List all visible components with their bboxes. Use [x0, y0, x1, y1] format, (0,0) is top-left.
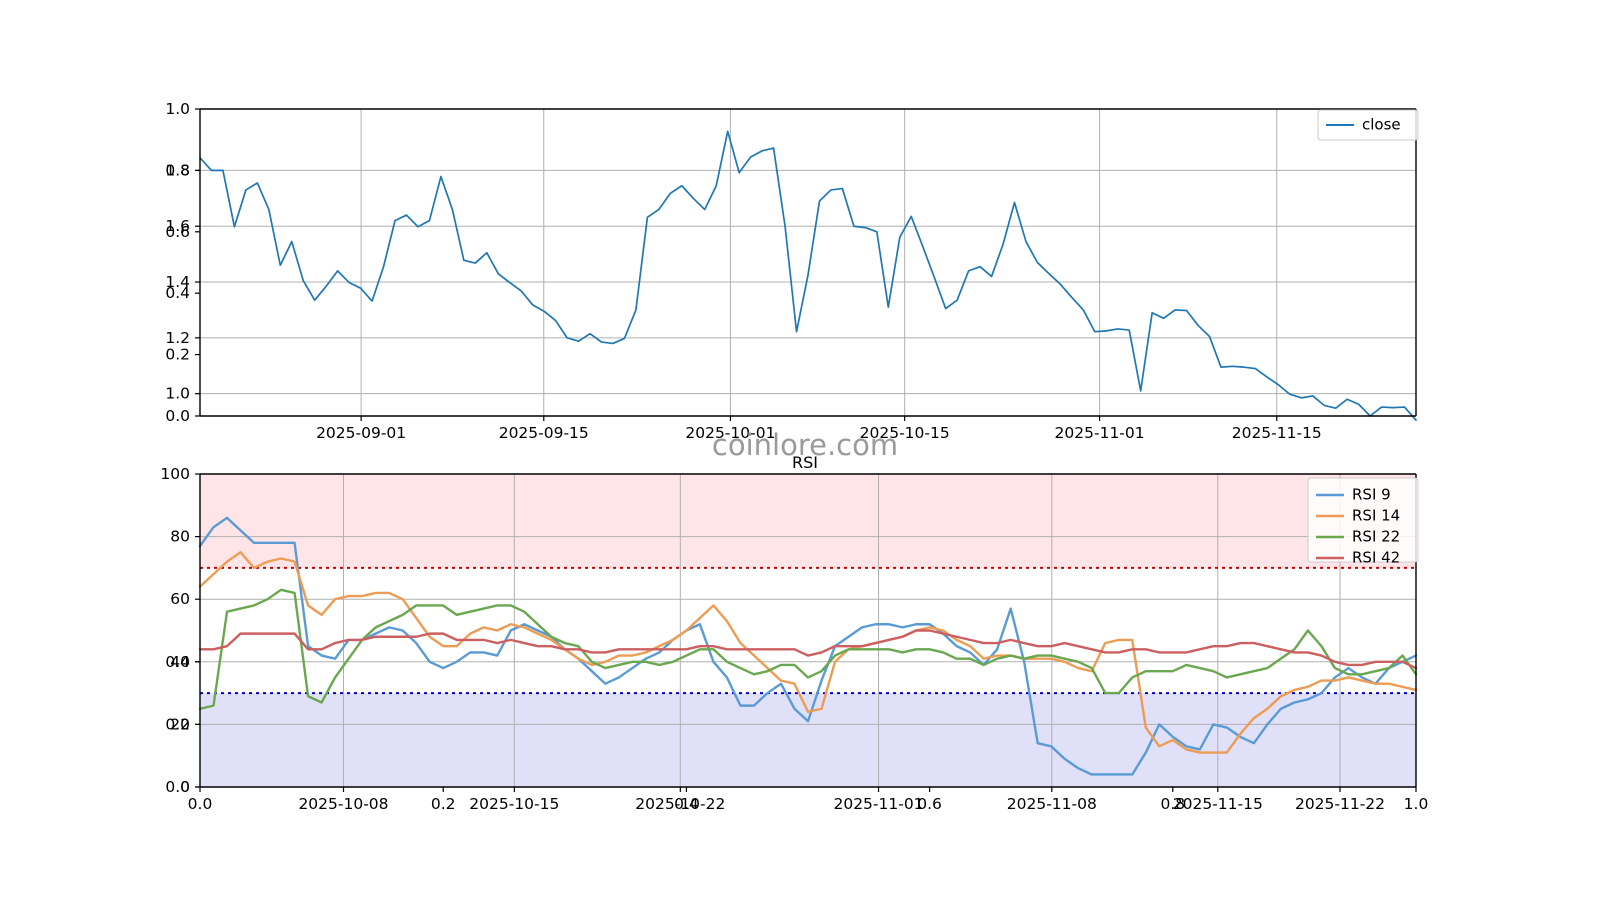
rsi-series-rsi-42	[198, 629, 1418, 670]
rsi-xtick-label: 2025-10-22	[635, 795, 725, 813]
price-overlay-ytick-label: 0.0	[165, 407, 190, 425]
rsi-legend-label-rsi-14: RSI 14	[1352, 507, 1400, 525]
price-xtick-label: 2025-09-15	[499, 424, 589, 442]
price-plot-background	[200, 109, 1416, 416]
price-overlay-ytick-label: 0.4	[165, 284, 190, 302]
rsi-overlay-xtick-label: 0.0	[188, 795, 213, 813]
price-axis-frame	[199, 108, 1417, 417]
price-series-group	[199, 130, 1417, 422]
rsi-oversold-band	[200, 693, 1416, 787]
price-ytick-label: 1.2	[165, 329, 190, 347]
price-panel: 1.0 1.2 1.4 1.6 1.8 0.0 0.2 0.4 0.6 0.8 1.0 2025-0…	[165, 100, 1419, 442]
rsi-legend-box	[1307, 477, 1419, 563]
rsi-ytick-label: 100	[160, 465, 190, 483]
price-series-close	[199, 130, 1417, 422]
rsi-overlay-xtick-label: 0.8	[1160, 795, 1185, 813]
rsi-legend-label-rsi-22: RSI 22	[1352, 528, 1400, 546]
price-xtick-label: 2025-10-15	[860, 424, 950, 442]
price-ytick-label: 1.4	[165, 273, 190, 291]
price-xtick-label: 2025-11-15	[1232, 424, 1322, 442]
rsi-overlay-ytick-label: 0.4	[165, 653, 190, 671]
rsi-xtick-label: 2025-11-01	[833, 795, 923, 813]
rsi-series-rsi-22	[198, 588, 1418, 710]
rsi-overlay-xtick-label: 0.6	[917, 795, 942, 813]
rsi-x-tick-labels: 2025-10-08 2025-10-15 2025-10-22 2025-11-01…	[188, 787, 1429, 813]
rsi-panel-title: RSI	[792, 453, 818, 472]
rsi-series-rsi-14	[198, 551, 1418, 754]
price-overlay-ytick-label: 0.2	[165, 346, 190, 364]
rsi-xtick-label: 2025-11-15	[1173, 795, 1263, 813]
rsi-ytick-label: 40	[170, 653, 190, 671]
price-overlay-ytick-label: 0.6	[165, 223, 190, 241]
rsi-legend-label-rsi-42: RSI 42	[1352, 549, 1400, 567]
price-ytick-label: 1.8	[165, 161, 190, 179]
price-legend[interactable]: close	[1317, 109, 1419, 141]
rsi-ytick-label: 20	[170, 715, 190, 733]
rsi-overlay-xtick-label: 1.0	[1404, 795, 1429, 813]
price-ytick-label: 1.6	[165, 217, 190, 235]
price-y-tick-labels: 1.0 1.2 1.4 1.6 1.8 0.0 0.2 0.4 0.6 0.8 1.0	[165, 100, 200, 425]
rsi-ytick-label: 60	[170, 590, 190, 608]
price-xtick-label: 2025-09-01	[316, 424, 406, 442]
rsi-y-tick-labels: 0 20 40 60 80 100 0.0 0.2 0.4	[160, 465, 200, 796]
price-legend-box	[1317, 109, 1419, 141]
rsi-xtick-label: 2025-10-15	[469, 795, 559, 813]
price-x-tick-labels: 2025-09-01 2025-09-15 2025-10-01 2025-10-15…	[316, 416, 1322, 442]
rsi-xtick-label: 2025-10-08	[298, 795, 388, 813]
price-xtick-label: 2025-10-01	[685, 424, 775, 442]
rsi-overlay-xtick-label: 0.2	[431, 795, 456, 813]
rsi-overlay-ytick-label: 0.0	[165, 778, 190, 796]
rsi-series-rsi-9	[198, 516, 1418, 776]
rsi-legend-items: RSI 9 RSI 14 RSI 22 RSI 42	[1316, 486, 1400, 567]
rsi-ytick-label: 80	[170, 528, 190, 546]
watermark: coinlore.com	[712, 428, 898, 462]
rsi-xtick-label: 2025-11-08	[1007, 795, 1097, 813]
price-ytick-label: 1.0	[165, 385, 190, 403]
rsi-overbought-band	[200, 474, 1416, 568]
rsi-xtick-label: 2025-11-22	[1295, 795, 1385, 813]
price-gridlines	[200, 109, 1416, 416]
rsi-ytick-label: 0	[180, 778, 190, 796]
price-overlay-ytick-label: 0.8	[165, 161, 190, 179]
price-overlay-ytick-label: 1.0	[165, 100, 190, 118]
price-xtick-label: 2025-11-01	[1055, 424, 1145, 442]
rsi-legend-label-rsi-9: RSI 9	[1352, 486, 1391, 504]
rsi-legend[interactable]: RSI 9 RSI 14 RSI 22 RSI 42	[1307, 477, 1419, 567]
rsi-series-group	[198, 516, 1418, 776]
rsi-overlay-xtick-label: 0.4	[674, 795, 699, 813]
rsi-overlay-ytick-label: 0.2	[165, 715, 190, 733]
price-legend-label-close: close	[1362, 116, 1401, 134]
